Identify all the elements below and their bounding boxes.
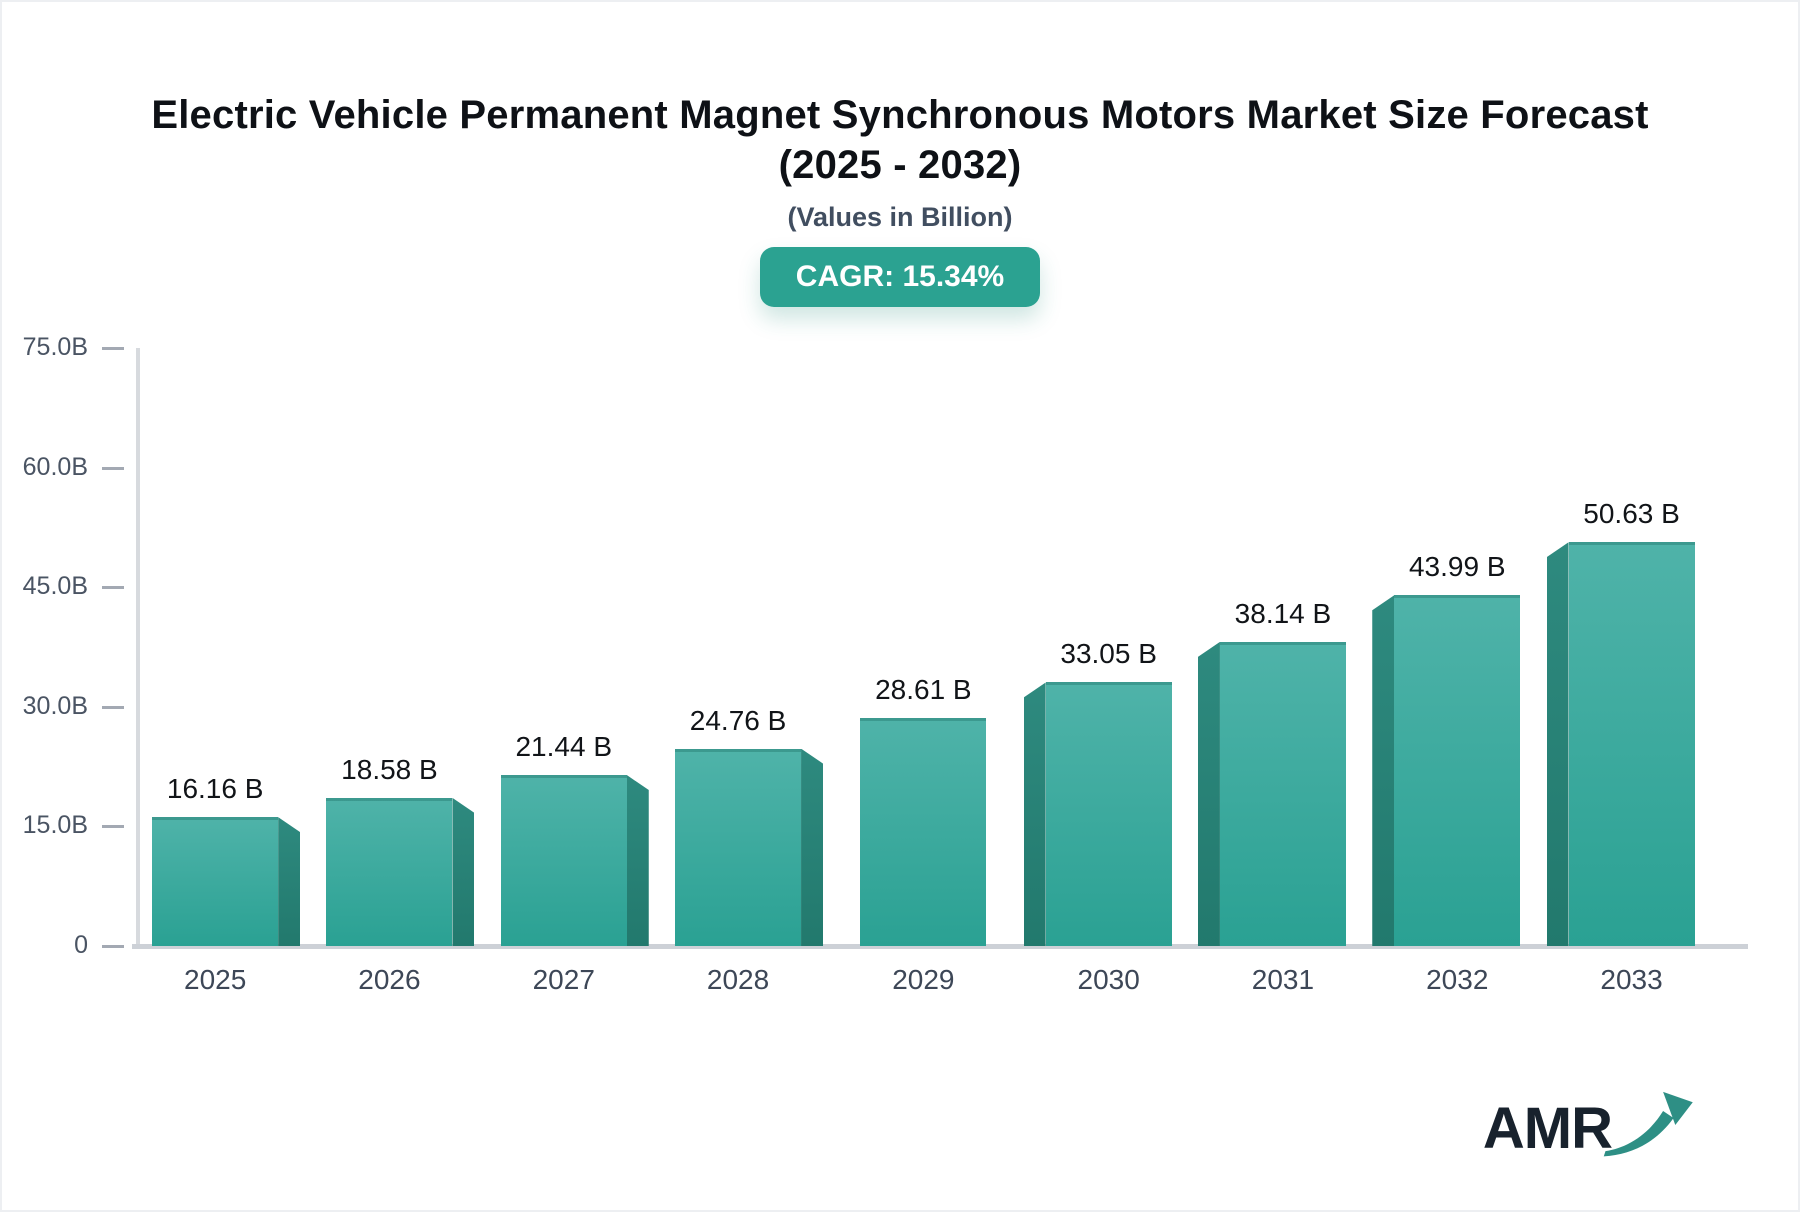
y-tick-dash: [102, 825, 124, 829]
bar-2031: [1219, 641, 1346, 946]
bar-side-2033: [1546, 542, 1569, 946]
x-axis-label-2032: 2032: [1426, 964, 1489, 995]
bar-2032: [1394, 595, 1521, 946]
bar-2033: [1568, 542, 1695, 946]
y-tick-label: 30.0B: [22, 691, 88, 720]
chart-title-line2: (2025 - 2032): [778, 143, 1022, 187]
x-axis-label-2033: 2033: [1600, 964, 1663, 995]
bar-value-label: 24.76 B: [689, 704, 787, 736]
y-tick-label: 0: [74, 931, 88, 959]
bar-value-label: 43.99 B: [1408, 551, 1506, 583]
growth-arrow-icon: [1603, 1091, 1693, 1157]
amr-logo: AMR: [1483, 1088, 1698, 1158]
bar-value-label: 50.63 B: [1583, 498, 1680, 530]
y-tick-label: 45.0B: [22, 572, 88, 601]
x-axis-baseline: [132, 944, 1748, 949]
y-tick-label: 75.0B: [22, 333, 88, 361]
bar-side-2031: [1197, 641, 1220, 946]
x-axis-label-2025: 2025: [183, 964, 247, 995]
y-tick-label: 60.0B: [22, 452, 88, 481]
bar-2027: [500, 775, 627, 946]
bar-2026: [326, 797, 453, 946]
bar-side-2032: [1372, 595, 1395, 946]
bar-value-label: 28.61 B: [875, 673, 972, 705]
bar-side-2030: [1023, 682, 1046, 946]
bar-value-label: 21.44 B: [515, 731, 613, 763]
chart-header: Electric Vehicle Permanent Magnet Synchr…: [2, 90, 1798, 307]
chart-subtitle: (Values in Billion): [787, 202, 1013, 232]
cagr-badge: CAGR: 15.34%: [759, 247, 1041, 307]
y-tick-dash: [102, 945, 124, 948]
bar-value-label: 16.16 B: [166, 773, 264, 805]
y-tick-label: 15.0B: [22, 811, 88, 840]
x-axis-label-2031: 2031: [1251, 964, 1315, 995]
y-tick-dash: [102, 466, 124, 470]
bar-2030: [1045, 682, 1172, 946]
amr-logo-text: AMR: [1482, 1096, 1613, 1161]
bar-2028: [675, 748, 802, 946]
y-tick-dash: [102, 347, 124, 350]
bar-2025: [152, 817, 279, 946]
bar-2029: [860, 717, 987, 946]
bar-value-label: 33.05 B: [1060, 638, 1157, 670]
x-axis-label-2027: 2027: [532, 964, 595, 995]
bar-side-2026: [452, 797, 475, 946]
bar-side-2025: [278, 817, 301, 946]
x-axis-label-2030: 2030: [1077, 964, 1140, 995]
bar-value-label: 18.58 B: [341, 753, 438, 785]
chart-title-line1: Electric Vehicle Permanent Magnet Synchr…: [151, 93, 1649, 137]
y-axis-line: [136, 348, 140, 949]
x-axis-label-2026: 2026: [358, 964, 421, 995]
y-tick-dash: [102, 705, 124, 709]
x-axis-label-2029: 2029: [892, 964, 955, 995]
bar-side-2028: [801, 748, 824, 946]
bar-side-2027: [626, 775, 649, 946]
bar-value-label: 38.14 B: [1234, 597, 1332, 629]
x-axis-label-2028: 2028: [706, 964, 770, 995]
y-tick-dash: [102, 586, 124, 590]
